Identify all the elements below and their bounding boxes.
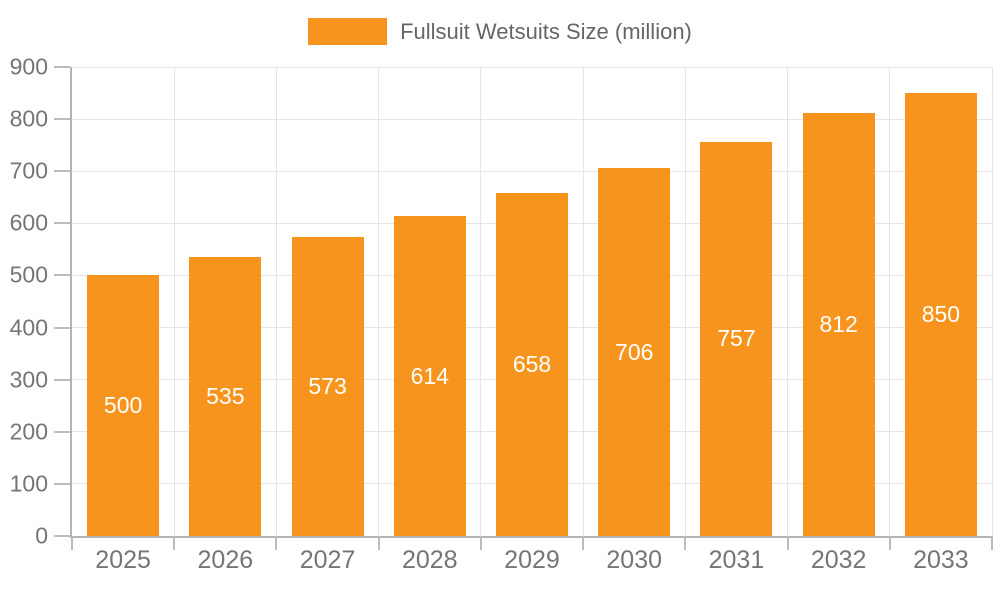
x-axis-tick-label: 2028	[401, 546, 458, 574]
x-gridline	[378, 67, 380, 536]
x-axis-tick	[479, 536, 482, 550]
x-axis-tick	[582, 536, 585, 550]
x-axis-tick	[786, 536, 789, 550]
y-axis-tick-label: 500	[9, 261, 48, 288]
x-axis-tick	[71, 536, 73, 550]
bar-value-label: 850	[921, 301, 961, 328]
y-axis-tick	[54, 118, 70, 121]
bar-value-label: 706	[615, 338, 654, 365]
y-axis-tick-label: 800	[9, 105, 48, 132]
x-gridline	[173, 67, 175, 536]
bar-value-label: 658	[512, 351, 552, 378]
bar[interactable]: 706	[598, 168, 671, 536]
x-gridline	[889, 67, 891, 536]
x-gridline	[787, 67, 789, 536]
y-axis-tick	[54, 222, 70, 225]
x-gridline	[684, 67, 686, 536]
x-axis-tick	[377, 536, 380, 550]
bar[interactable]: 757	[700, 141, 773, 536]
y-axis-tick	[54, 430, 70, 433]
y-axis-tick	[54, 326, 70, 329]
x-axis-tick-label: 2032	[810, 546, 867, 574]
y-axis-tick	[54, 535, 70, 537]
x-gridline	[582, 67, 584, 536]
y-axis-tick-label: 100	[9, 470, 48, 497]
bar[interactable]: 812	[802, 112, 875, 536]
x-axis-tick-label: 2026	[197, 546, 254, 574]
x-axis-tick-label: 2029	[504, 546, 560, 574]
y-gridline	[72, 66, 992, 68]
x-axis-tick	[684, 536, 687, 550]
y-axis-tick-label: 900	[9, 53, 48, 80]
legend-label: Fullsuit Wetsuits Size (million)	[400, 18, 692, 44]
x-axis-tick-label: 2031	[708, 546, 765, 574]
x-axis-tick	[275, 536, 278, 550]
bar[interactable]: 850	[904, 93, 977, 536]
x-axis-tick-label: 2030	[606, 546, 663, 574]
x-axis-tick	[173, 536, 176, 550]
y-axis-tick	[54, 482, 70, 485]
y-axis-tick-label: 0	[35, 522, 48, 549]
x-axis-tick-label: 2033	[913, 546, 969, 574]
y-axis-tick-label: 200	[9, 418, 48, 445]
y-axis-tick	[54, 274, 70, 277]
y-axis-tick-label: 600	[9, 209, 48, 236]
bar[interactable]: 535	[189, 257, 262, 536]
bar[interactable]: 500	[87, 275, 160, 536]
y-axis-tick	[54, 66, 70, 68]
legend-swatch-icon	[308, 18, 388, 45]
y-axis-tick	[54, 170, 70, 173]
bar-value-label: 535	[206, 383, 245, 410]
x-gridline	[275, 67, 277, 536]
bar-value-label: 614	[410, 362, 449, 389]
x-axis-tick	[888, 536, 891, 550]
x-axis-tick-label: 2027	[299, 546, 356, 574]
bar-value-label: 500	[103, 392, 143, 419]
bar[interactable]: 614	[393, 216, 466, 536]
x-gridline	[480, 67, 482, 536]
y-gridline	[72, 170, 992, 172]
x-axis-tick-label: 2025	[95, 546, 151, 574]
y-axis-tick-label: 300	[9, 366, 48, 393]
legend: Fullsuit Wetsuits Size (million)	[0, 18, 1000, 45]
bar[interactable]: 658	[496, 193, 568, 536]
y-axis-tick-label: 700	[9, 157, 48, 184]
y-axis-tick-label: 400	[9, 314, 48, 341]
legend-item[interactable]: Fullsuit Wetsuits Size (million)	[308, 18, 692, 45]
y-gridline	[72, 118, 992, 120]
plot-area: 0 100 200 300 400 500 600 700 800 900 2025 2026 2027…	[10, 55, 993, 573]
bar[interactable]: 573	[291, 237, 364, 536]
x-axis-tick	[991, 536, 993, 550]
bar-value-label: 573	[308, 373, 347, 400]
bar-value-label: 757	[717, 325, 756, 352]
bar-value-label: 812	[819, 310, 858, 337]
y-axis-tick	[54, 378, 70, 381]
